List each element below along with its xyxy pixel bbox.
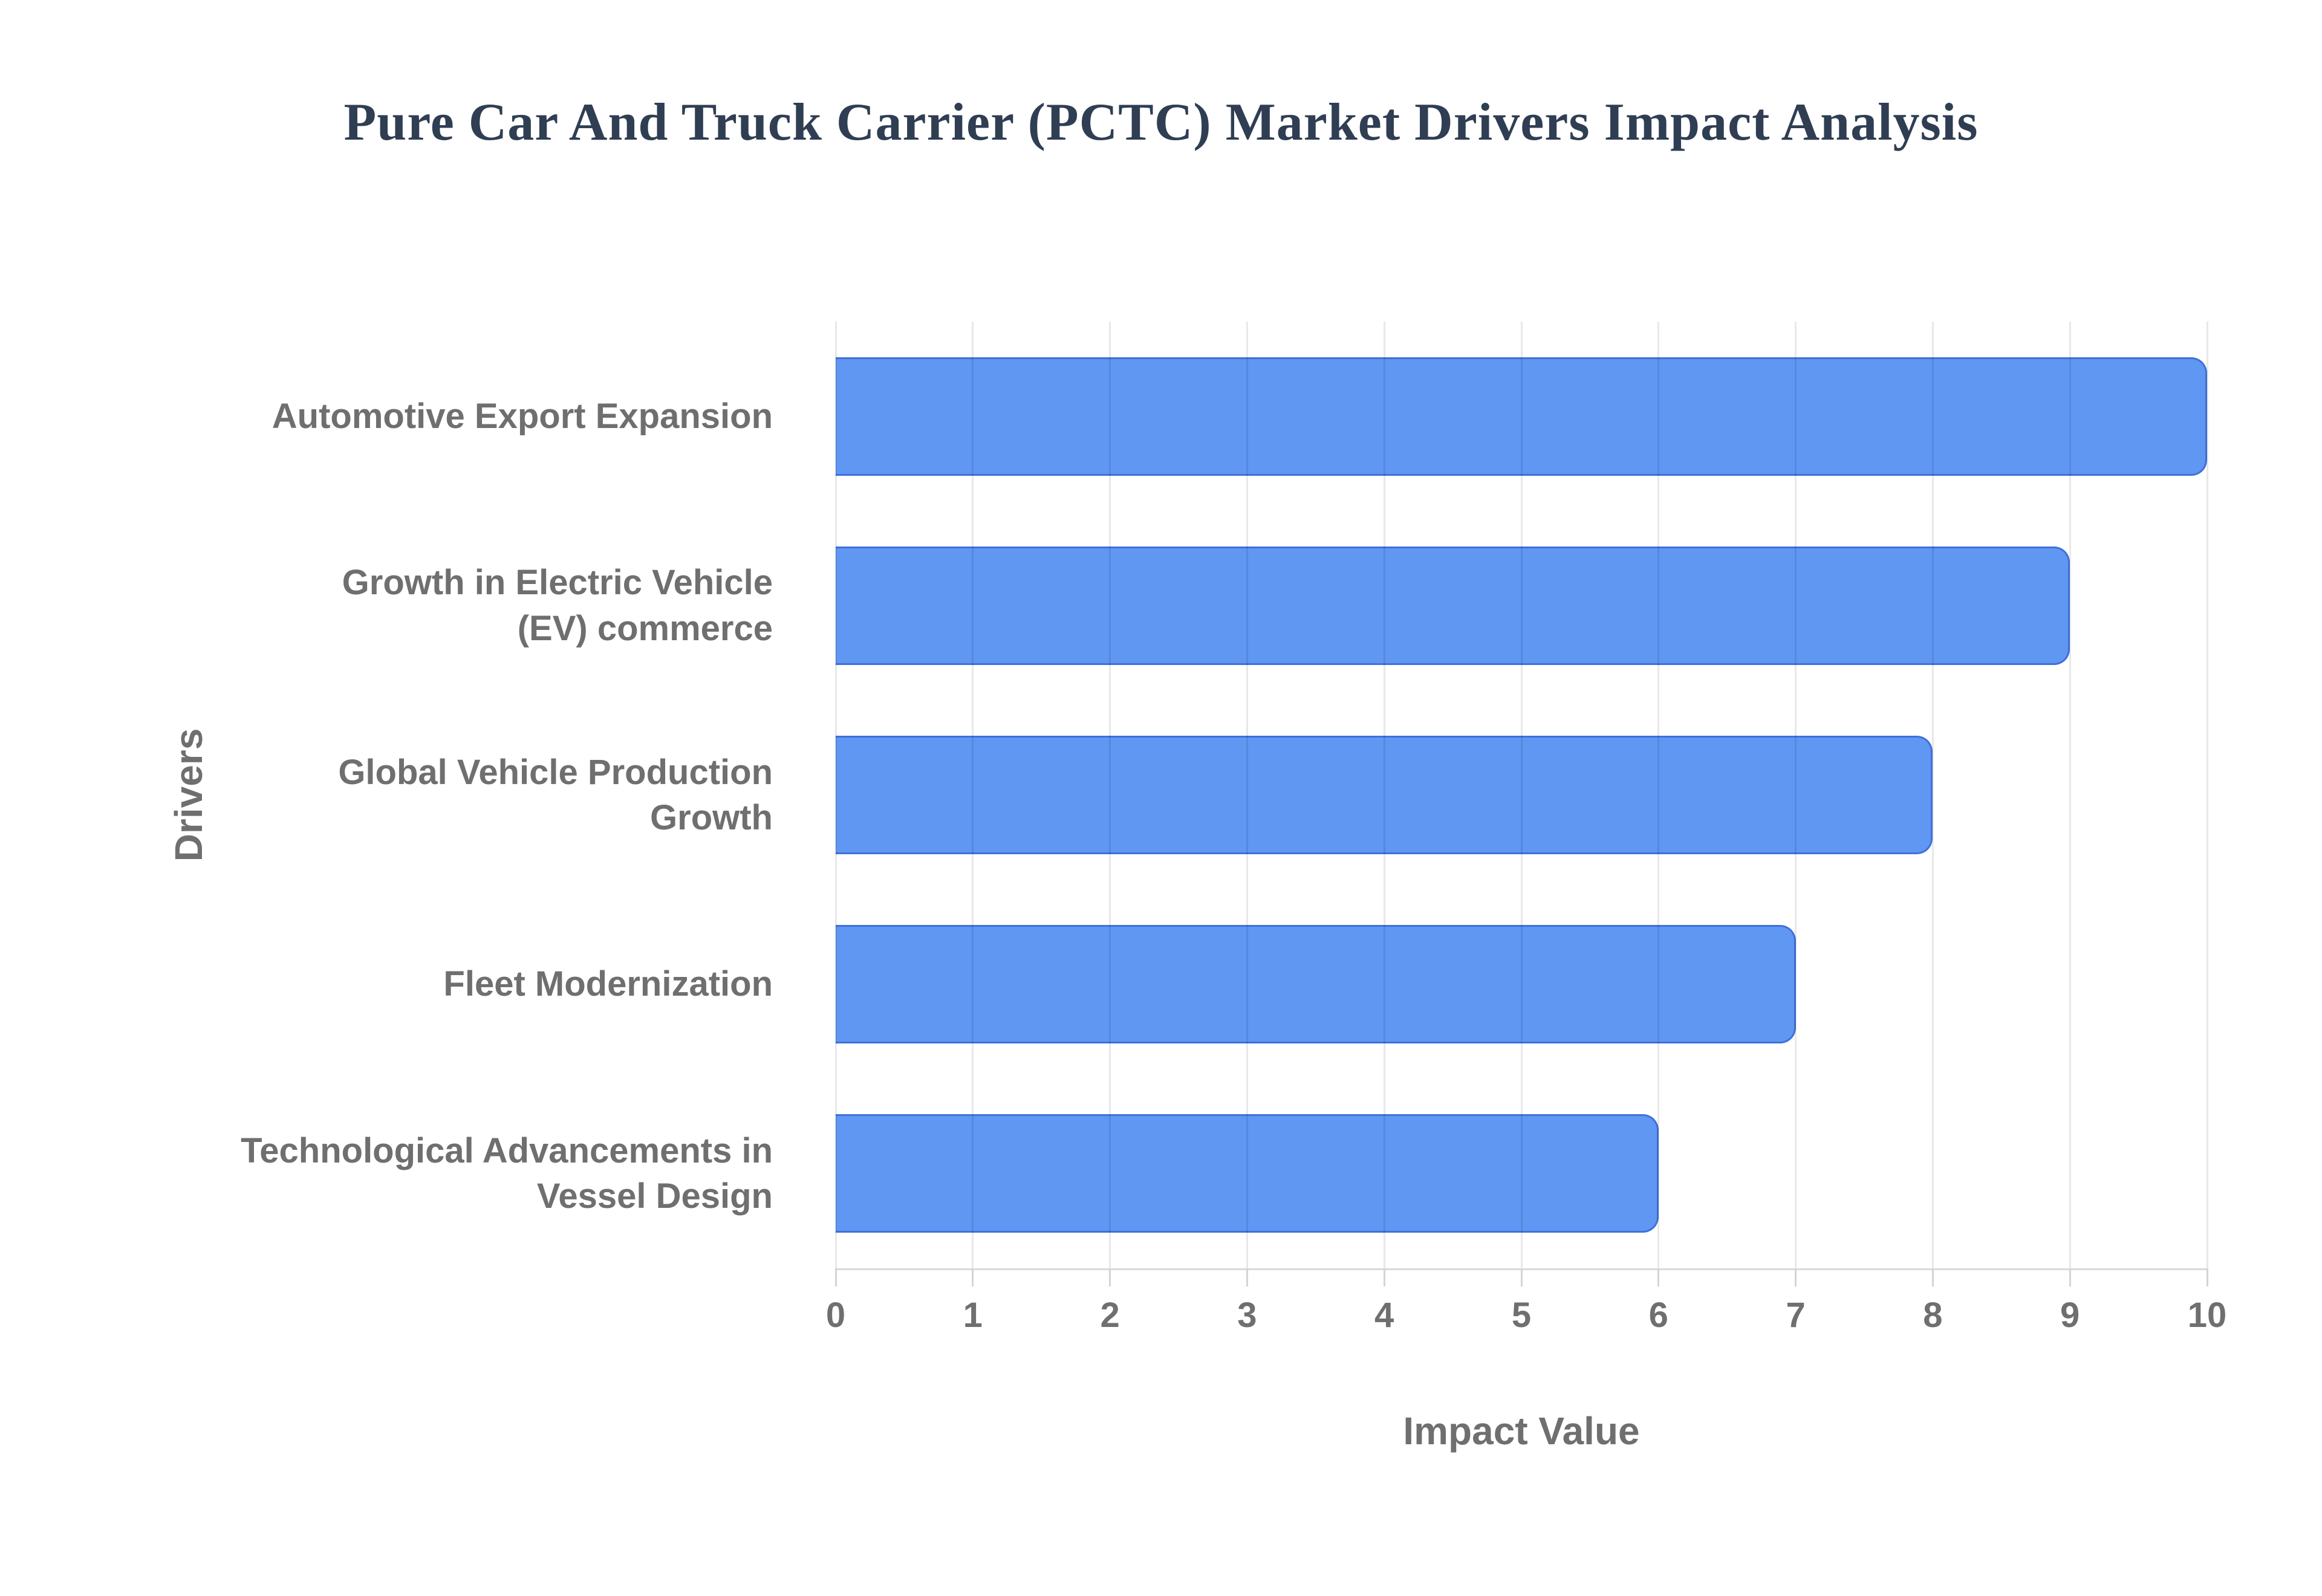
category-label: Automotive Export Expansion: [272, 396, 773, 436]
x-tick-label: 1: [963, 1296, 983, 1335]
x-tick-label: 5: [1511, 1296, 1532, 1335]
x-tick-label: 4: [1374, 1296, 1394, 1335]
x-tick-label: 10: [2187, 1296, 2227, 1335]
x-tick-label: 3: [1237, 1296, 1257, 1335]
y-axis-category-labels: Automotive Export Expansion Growth in Ele…: [0, 322, 810, 1268]
category-label: Global Vehicle Production Growth: [338, 752, 773, 837]
tick-mark: [2206, 1268, 2208, 1286]
x-tick-label: 6: [1648, 1296, 1668, 1335]
tick-mark: [1383, 1268, 1385, 1286]
x-tick-label: 2: [1100, 1296, 1120, 1335]
tick-mark: [1657, 1268, 1660, 1286]
tick-mark: [1109, 1268, 1111, 1286]
grid-line: [1657, 322, 1660, 1268]
y-axis-title: Drivers: [167, 728, 210, 862]
bar: [836, 925, 1796, 1044]
bar-row: [836, 511, 2207, 700]
tick-mark: [1520, 1268, 1523, 1286]
tick-mark: [1246, 1268, 1248, 1286]
bar: [836, 1114, 1659, 1233]
grid-line: [1109, 322, 1111, 1268]
grid-line: [972, 322, 974, 1268]
grid-line: [2069, 322, 2071, 1268]
tick-mark: [834, 1268, 837, 1286]
grid-line: [834, 322, 837, 1268]
x-tick-label: 7: [1786, 1296, 1806, 1335]
grid-line: [2206, 322, 2208, 1268]
chart-title: Pure Car And Truck Carrier (PCTC) Market…: [343, 93, 1979, 152]
tick-mark: [2069, 1268, 2071, 1286]
x-tick-label: 8: [1923, 1296, 1943, 1335]
category-label: Fleet Modernization: [443, 964, 773, 1004]
grid-line: [1520, 322, 1523, 1268]
bar-row: [836, 700, 2207, 889]
category-label: Technological Advancements in Vessel Des…: [241, 1131, 773, 1216]
tick-mark: [972, 1268, 974, 1286]
grid-line: [1383, 322, 1385, 1268]
x-tick-label: 0: [825, 1296, 846, 1335]
grid-line: [1246, 322, 1248, 1268]
grid-line: [1795, 322, 1797, 1268]
bar-row: [836, 890, 2207, 1079]
tick-mark: [1931, 1268, 1934, 1286]
bar: [836, 357, 2207, 476]
plot-area: 0 1 2 3 4 5 6 7 8 9 10: [826, 322, 2226, 1335]
tick-mark: [1795, 1268, 1797, 1286]
bar: [836, 735, 1933, 854]
bar-row: [836, 1079, 2207, 1268]
x-tick-label: 9: [2060, 1296, 2080, 1335]
grid-line: [1931, 322, 1934, 1268]
category-label: Growth in Electric Vehicle (EV) commerce: [342, 563, 773, 648]
x-axis-title: Impact Value: [1403, 1409, 1640, 1453]
bar-row: [836, 322, 2207, 511]
bar: [836, 546, 2070, 665]
